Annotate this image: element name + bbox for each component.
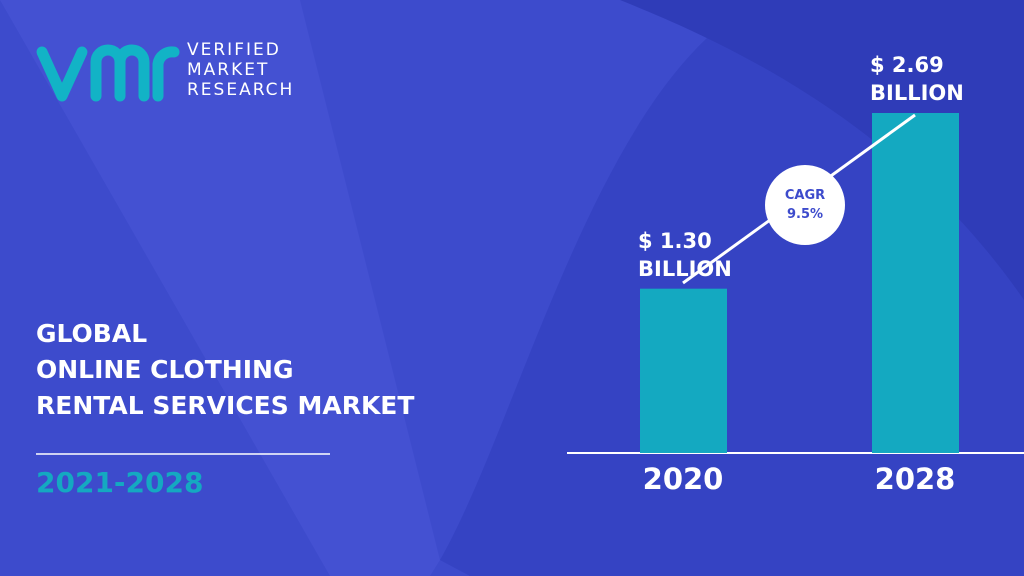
subtitle: 2021-2028 bbox=[36, 466, 204, 499]
chart-title: GLOBAL ONLINE CLOTHING RENTAL SERVICES M… bbox=[36, 319, 415, 420]
x-tick-label: 2028 bbox=[874, 462, 956, 496]
v-shape-left bbox=[0, 0, 440, 576]
logo-mark bbox=[36, 44, 180, 102]
x-tick-label: 2020 bbox=[642, 462, 724, 496]
value-label: $ 2.69 BILLION bbox=[870, 53, 964, 105]
annotation: CAGR 9.5% bbox=[784, 188, 826, 222]
logo-text: VERIFIED MARKET RESEARCH bbox=[187, 40, 295, 100]
bar bbox=[640, 288, 727, 453]
v-shape-corner bbox=[620, 0, 1024, 300]
cagr-circle bbox=[765, 165, 845, 245]
value-label: $ 1.30 BILLION bbox=[638, 228, 732, 281]
bar bbox=[872, 113, 959, 453]
